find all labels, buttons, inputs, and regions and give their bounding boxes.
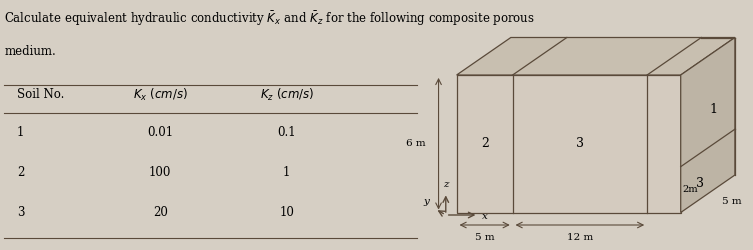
Text: 12 m: 12 m	[567, 232, 593, 241]
Text: 0.1: 0.1	[277, 126, 296, 139]
Polygon shape	[456, 38, 735, 75]
Text: 2m: 2m	[682, 185, 698, 194]
Text: 6 m: 6 m	[407, 139, 426, 148]
Text: 0.01: 0.01	[147, 126, 173, 139]
Text: 20: 20	[153, 206, 168, 219]
Text: 1: 1	[17, 126, 24, 139]
Text: 2: 2	[17, 166, 24, 179]
Text: 5 m: 5 m	[722, 197, 742, 206]
Text: Calculate equivalent hydraulic conductivity $\bar{K}_x$ and $\bar{K}_z$ for the : Calculate equivalent hydraulic conductiv…	[5, 10, 535, 29]
Text: $K_x\ (cm/s)$: $K_x\ (cm/s)$	[133, 87, 187, 103]
Text: 1: 1	[283, 166, 291, 179]
Text: $K_z\ (cm/s)$: $K_z\ (cm/s)$	[260, 87, 314, 103]
Text: medium.: medium.	[5, 45, 56, 58]
Text: z: z	[443, 180, 449, 189]
Text: 2: 2	[480, 137, 489, 150]
Text: Soil No.: Soil No.	[17, 88, 64, 102]
Text: y: y	[424, 197, 429, 206]
Text: 1: 1	[709, 103, 718, 116]
Text: x: x	[482, 212, 488, 221]
Text: 10: 10	[279, 206, 294, 219]
Text: 100: 100	[149, 166, 172, 179]
Polygon shape	[456, 75, 681, 212]
Text: 5 m: 5 m	[475, 232, 495, 241]
Text: 3: 3	[696, 178, 704, 190]
Text: 3: 3	[17, 206, 24, 219]
Polygon shape	[681, 38, 735, 212]
Text: 3: 3	[576, 137, 584, 150]
